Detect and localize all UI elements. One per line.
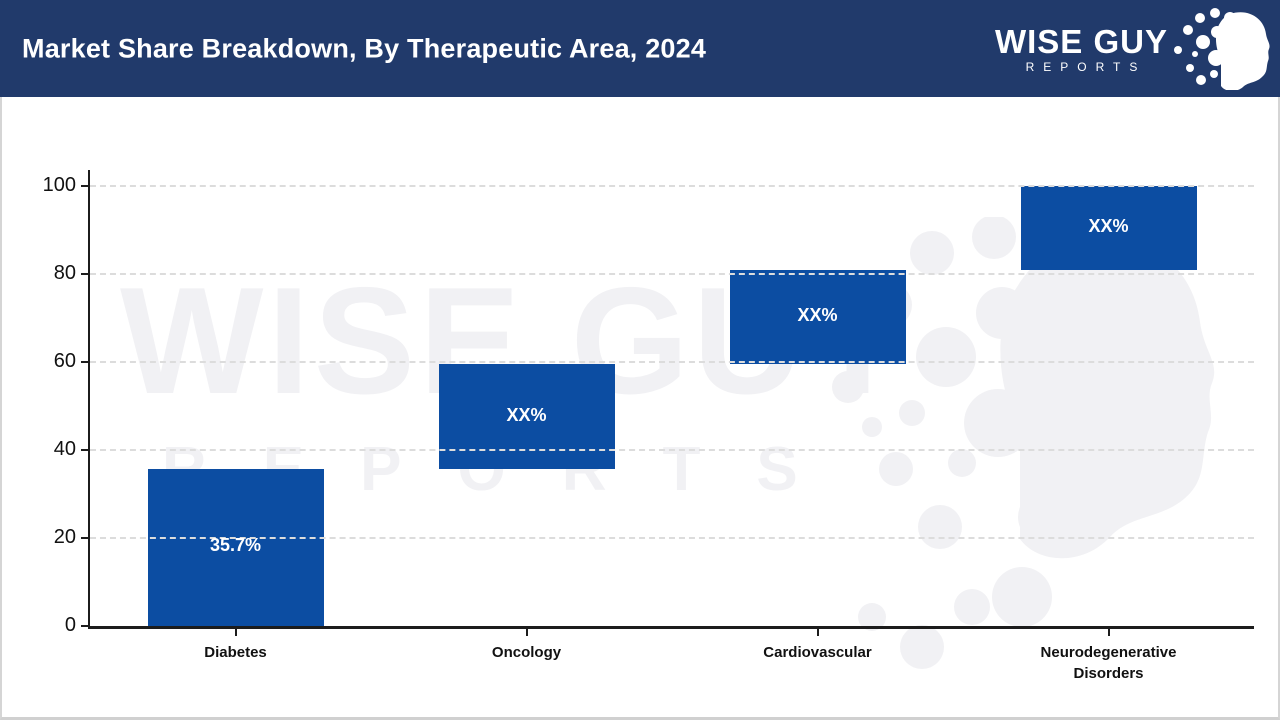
bar-value-label: 35.7% xyxy=(209,535,262,556)
y-axis-tick-mark xyxy=(81,361,88,363)
y-axis-tick-mark xyxy=(81,625,88,627)
y-axis-tick-label: 40 xyxy=(53,438,76,460)
bar-oncology xyxy=(438,364,615,469)
brand-wordmark: WISE GUY xyxy=(994,23,1168,60)
bar-value-label: XX% xyxy=(506,404,547,425)
x-axis-line xyxy=(88,626,1254,629)
y-axis-tick-mark xyxy=(81,185,88,187)
brand-subtext: REPORTS xyxy=(1025,60,1147,74)
bar-diabetes xyxy=(147,468,324,626)
gridline xyxy=(90,537,1254,539)
page-title: Market Share Breakdown, By Therapeutic A… xyxy=(22,33,707,63)
plot-area: 0 20 40 60 80 100 35.7% Diabetes XX% Oncology XX% C… xyxy=(43,170,1254,682)
bar-value-label: XX% xyxy=(797,304,838,325)
brand-logo: WISE GUY REPORTS xyxy=(995,8,1274,90)
header: Market Share Breakdown, By Therapeutic A… xyxy=(0,0,1280,97)
x-axis-category-label: Neurodegenerative Disorders xyxy=(1040,644,1177,682)
x-axis-tick-mark xyxy=(525,629,528,636)
x-axis-tick-mark xyxy=(816,629,819,636)
x-axis-tick-mark xyxy=(1107,629,1110,636)
y-axis-tick-mark xyxy=(81,273,88,275)
x-axis-category-label: Diabetes xyxy=(204,644,267,661)
y-axis-tick-label: 20 xyxy=(53,526,76,548)
x-axis-category-label: Cardiovascular xyxy=(763,644,872,661)
chart-area: WISE GUY REPORTS 0 20 40 60 80 100 35.7% Diabet… xyxy=(0,97,1280,720)
gridline xyxy=(90,449,1254,451)
y-axis-tick-mark xyxy=(81,537,88,539)
gridline xyxy=(90,273,1254,275)
y-axis-tick-label: 80 xyxy=(53,262,76,284)
x-axis-category-label: Oncology xyxy=(491,644,562,661)
y-axis-tick-label: 0 xyxy=(64,614,76,636)
brand-head-icon xyxy=(1174,8,1270,90)
brand-text: WISE GUY REPORTS xyxy=(995,25,1168,73)
x-axis-tick-mark xyxy=(234,629,237,636)
bar-value-label: XX% xyxy=(1088,215,1129,236)
y-axis-tick-mark xyxy=(81,449,88,451)
gridline xyxy=(90,185,1254,187)
y-axis-tick-label: 60 xyxy=(53,350,76,372)
y-axis-line xyxy=(88,170,90,629)
y-axis-tick-label: 100 xyxy=(42,174,76,196)
gridline xyxy=(90,361,1254,363)
